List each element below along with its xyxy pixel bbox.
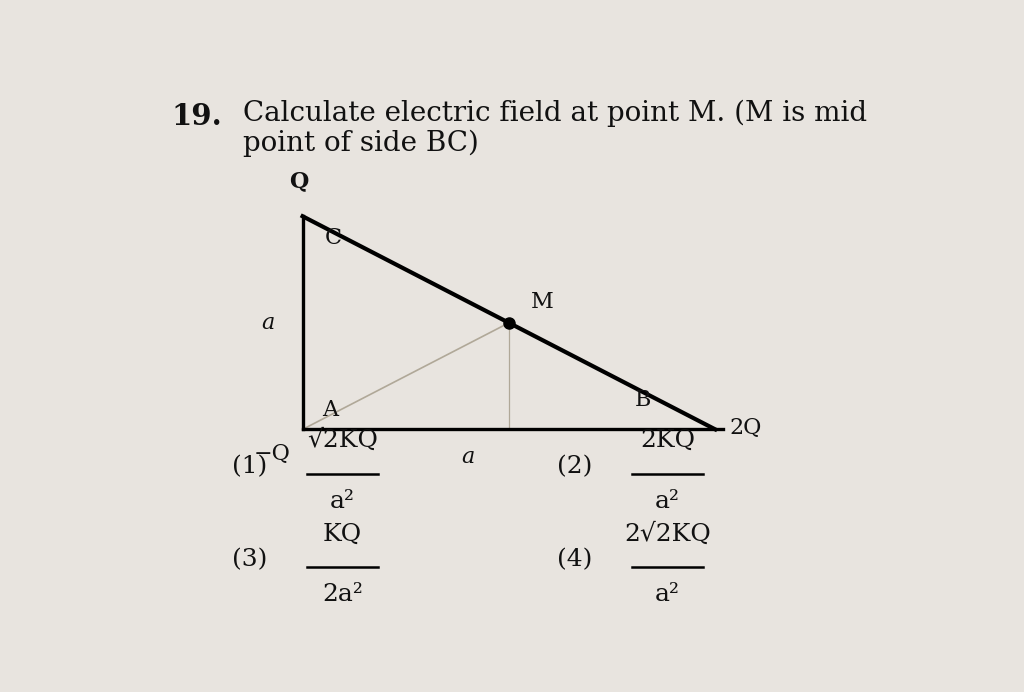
Text: Calculate electric field at point M. (M is mid: Calculate electric field at point M. (M …	[243, 100, 867, 127]
Text: Q: Q	[289, 170, 308, 192]
Text: 2√2KQ: 2√2KQ	[625, 522, 711, 545]
Text: 2Q: 2Q	[729, 417, 762, 439]
Text: (3): (3)	[231, 549, 267, 572]
Text: B: B	[635, 389, 651, 411]
Text: C: C	[325, 227, 342, 249]
Text: 19.: 19.	[172, 102, 222, 131]
Text: A: A	[323, 399, 338, 421]
Text: a: a	[461, 446, 474, 468]
Text: −Q: −Q	[254, 443, 291, 465]
Text: a²: a²	[655, 583, 680, 606]
Text: (1): (1)	[231, 455, 267, 478]
Text: M: M	[531, 291, 554, 313]
Text: 2KQ: 2KQ	[640, 429, 695, 453]
Text: a²: a²	[330, 490, 354, 513]
Text: a: a	[261, 312, 274, 334]
Text: √2KQ: √2KQ	[307, 429, 378, 453]
Text: (2): (2)	[557, 455, 592, 478]
Text: KQ: KQ	[323, 522, 361, 545]
Text: point of side BC): point of side BC)	[243, 129, 479, 157]
Text: a²: a²	[655, 490, 680, 513]
Text: 2a²: 2a²	[322, 583, 362, 606]
Text: (4): (4)	[557, 549, 592, 572]
